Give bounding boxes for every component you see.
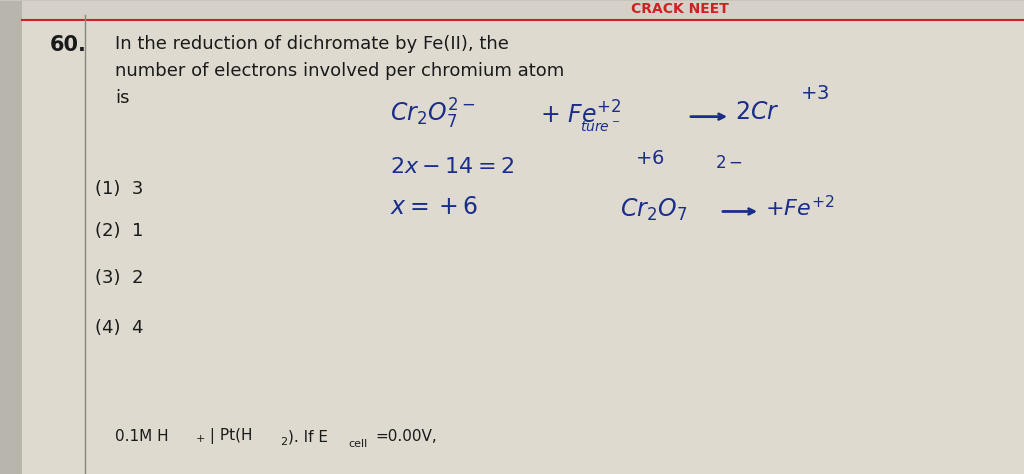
Text: $2-$: $2-$ (715, 155, 743, 172)
Text: =0.00V,: =0.00V, (375, 429, 437, 444)
Text: (4)  4: (4) 4 (95, 319, 143, 337)
Text: $+6$: $+6$ (635, 150, 665, 168)
Text: 60.: 60. (49, 35, 86, 55)
Bar (22, 1, 1024, 20)
Text: $+\ Fe^{+2}$: $+\ Fe^{+2}$ (540, 101, 622, 129)
Text: $+3$: $+3$ (800, 85, 829, 103)
Text: $2Cr$: $2Cr$ (735, 101, 779, 124)
Text: $2x-14=2$: $2x-14=2$ (390, 156, 514, 178)
Text: is: is (115, 89, 129, 107)
Bar (0, 1, 22, 474)
Text: $x=+6$: $x=+6$ (390, 197, 478, 219)
Text: (1)  3: (1) 3 (95, 180, 143, 198)
Text: number of electrons involved per chromium atom: number of electrons involved per chromiu… (115, 62, 564, 80)
Text: ). If E: ). If E (288, 429, 328, 444)
Text: $Cr_2O_7$: $Cr_2O_7$ (620, 197, 687, 223)
Text: 2: 2 (280, 437, 287, 447)
Text: 0.1M H: 0.1M H (115, 429, 169, 444)
Text: cell: cell (348, 439, 368, 449)
Text: In the reduction of dichromate by Fe(II), the: In the reduction of dichromate by Fe(II)… (115, 35, 509, 53)
Text: CRACK NEET: CRACK NEET (631, 2, 729, 16)
Text: $Cr_2O_7^{2-}$: $Cr_2O_7^{2-}$ (390, 97, 475, 131)
Text: +: + (196, 434, 206, 444)
Text: (2)  1: (2) 1 (95, 222, 143, 240)
Text: (3)  2: (3) 2 (95, 269, 143, 287)
Text: | Pt(H: | Pt(H (205, 428, 253, 444)
Text: $+Fe^{+2}$: $+Fe^{+2}$ (765, 197, 835, 222)
Text: $ture^-$: $ture^-$ (580, 119, 621, 134)
